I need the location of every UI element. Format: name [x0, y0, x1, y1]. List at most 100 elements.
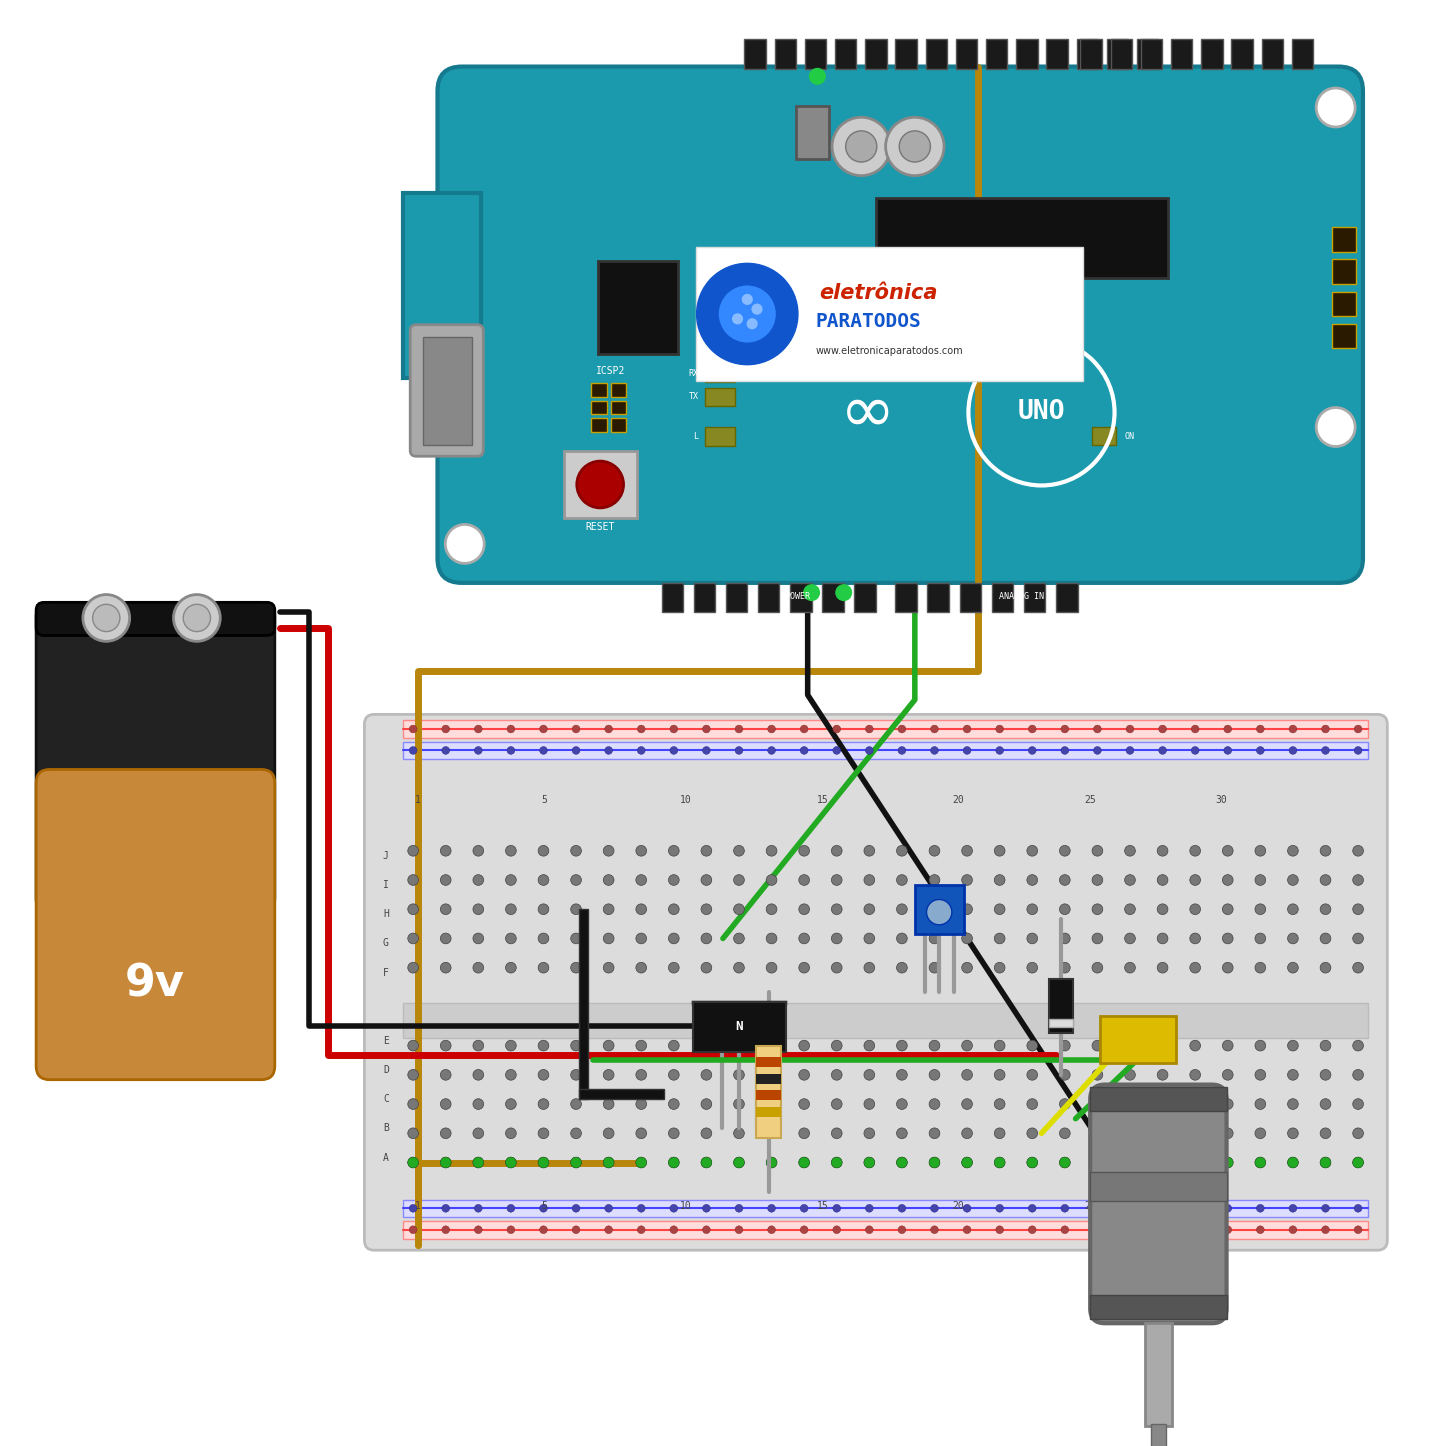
Circle shape	[766, 933, 778, 944]
Circle shape	[733, 963, 744, 973]
Circle shape	[1158, 1099, 1168, 1109]
Circle shape	[1159, 724, 1166, 733]
Circle shape	[1191, 746, 1200, 755]
Circle shape	[1060, 933, 1070, 944]
Circle shape	[570, 1157, 582, 1168]
Circle shape	[1322, 724, 1329, 733]
Circle shape	[505, 875, 517, 885]
Circle shape	[733, 1099, 744, 1109]
Circle shape	[1287, 1070, 1299, 1080]
Circle shape	[1320, 963, 1331, 973]
Circle shape	[1320, 1099, 1331, 1109]
Text: POWER: POWER	[785, 591, 811, 602]
Circle shape	[1256, 933, 1266, 944]
Circle shape	[1159, 1205, 1166, 1212]
Circle shape	[799, 963, 809, 973]
Text: Arduino™: Arduino™	[887, 354, 982, 373]
Circle shape	[441, 904, 451, 914]
Text: ∞: ∞	[841, 379, 896, 445]
Circle shape	[1092, 846, 1103, 856]
Bar	[1138, 39, 1158, 68]
Circle shape	[1256, 1099, 1266, 1109]
Circle shape	[768, 724, 776, 733]
Text: ~10: ~10	[903, 17, 909, 29]
Circle shape	[804, 584, 819, 600]
Text: D: D	[383, 1064, 389, 1074]
Bar	[1171, 39, 1192, 68]
Circle shape	[441, 1099, 451, 1109]
Circle shape	[1189, 904, 1201, 914]
Circle shape	[701, 1070, 711, 1080]
Circle shape	[472, 933, 484, 944]
Circle shape	[539, 1040, 549, 1051]
Circle shape	[84, 594, 130, 642]
Circle shape	[995, 1226, 1004, 1233]
Bar	[1050, 1019, 1073, 1027]
Circle shape	[1289, 746, 1297, 755]
Circle shape	[636, 875, 647, 885]
Circle shape	[929, 875, 940, 885]
Circle shape	[1320, 1157, 1331, 1168]
Circle shape	[1352, 1157, 1364, 1168]
Circle shape	[636, 1157, 647, 1168]
Circle shape	[733, 933, 744, 944]
Circle shape	[929, 1157, 940, 1168]
Circle shape	[1352, 904, 1364, 914]
Circle shape	[864, 904, 874, 914]
Circle shape	[603, 846, 613, 856]
Bar	[896, 583, 917, 612]
Circle shape	[831, 1099, 842, 1109]
Circle shape	[505, 846, 517, 856]
Circle shape	[1256, 963, 1266, 973]
Text: A: A	[383, 1152, 389, 1163]
Text: 2: 2	[1240, 25, 1246, 29]
Bar	[611, 383, 626, 396]
Circle shape	[1027, 875, 1038, 885]
Circle shape	[1289, 1205, 1297, 1212]
Text: ~11: ~11	[873, 17, 878, 29]
Bar	[592, 418, 608, 432]
Circle shape	[472, 963, 484, 973]
Circle shape	[864, 963, 874, 973]
Circle shape	[864, 1040, 874, 1051]
Circle shape	[897, 904, 907, 914]
Circle shape	[1223, 963, 1233, 973]
Circle shape	[668, 933, 680, 944]
Text: 3V3: 3V3	[734, 620, 739, 630]
Circle shape	[995, 746, 1004, 755]
Circle shape	[962, 1128, 972, 1138]
Text: 15: 15	[816, 1202, 828, 1212]
Circle shape	[897, 1157, 907, 1168]
Circle shape	[570, 1070, 582, 1080]
Text: RX: RX	[688, 369, 698, 377]
Circle shape	[505, 1099, 517, 1109]
Bar	[1292, 39, 1313, 68]
Circle shape	[962, 933, 972, 944]
Circle shape	[1028, 1205, 1037, 1212]
Circle shape	[539, 846, 549, 856]
Circle shape	[1125, 846, 1135, 856]
Circle shape	[1256, 1070, 1266, 1080]
Circle shape	[1320, 846, 1331, 856]
Circle shape	[799, 1099, 809, 1109]
Circle shape	[864, 1070, 874, 1080]
Circle shape	[1352, 933, 1364, 944]
Text: 30: 30	[1215, 795, 1227, 805]
Bar	[1332, 259, 1356, 283]
Bar	[423, 337, 471, 444]
Circle shape	[809, 68, 825, 84]
Circle shape	[1322, 1226, 1329, 1233]
Bar	[611, 401, 626, 415]
Bar	[791, 583, 812, 612]
Circle shape	[570, 1099, 582, 1109]
Circle shape	[1287, 1040, 1299, 1051]
Circle shape	[1224, 1205, 1231, 1212]
Circle shape	[962, 875, 972, 885]
Circle shape	[1027, 1040, 1038, 1051]
Circle shape	[1125, 875, 1135, 885]
FancyBboxPatch shape	[410, 325, 484, 457]
Circle shape	[733, 1040, 744, 1051]
Circle shape	[408, 933, 419, 944]
Circle shape	[1354, 1226, 1362, 1233]
Circle shape	[474, 746, 482, 755]
